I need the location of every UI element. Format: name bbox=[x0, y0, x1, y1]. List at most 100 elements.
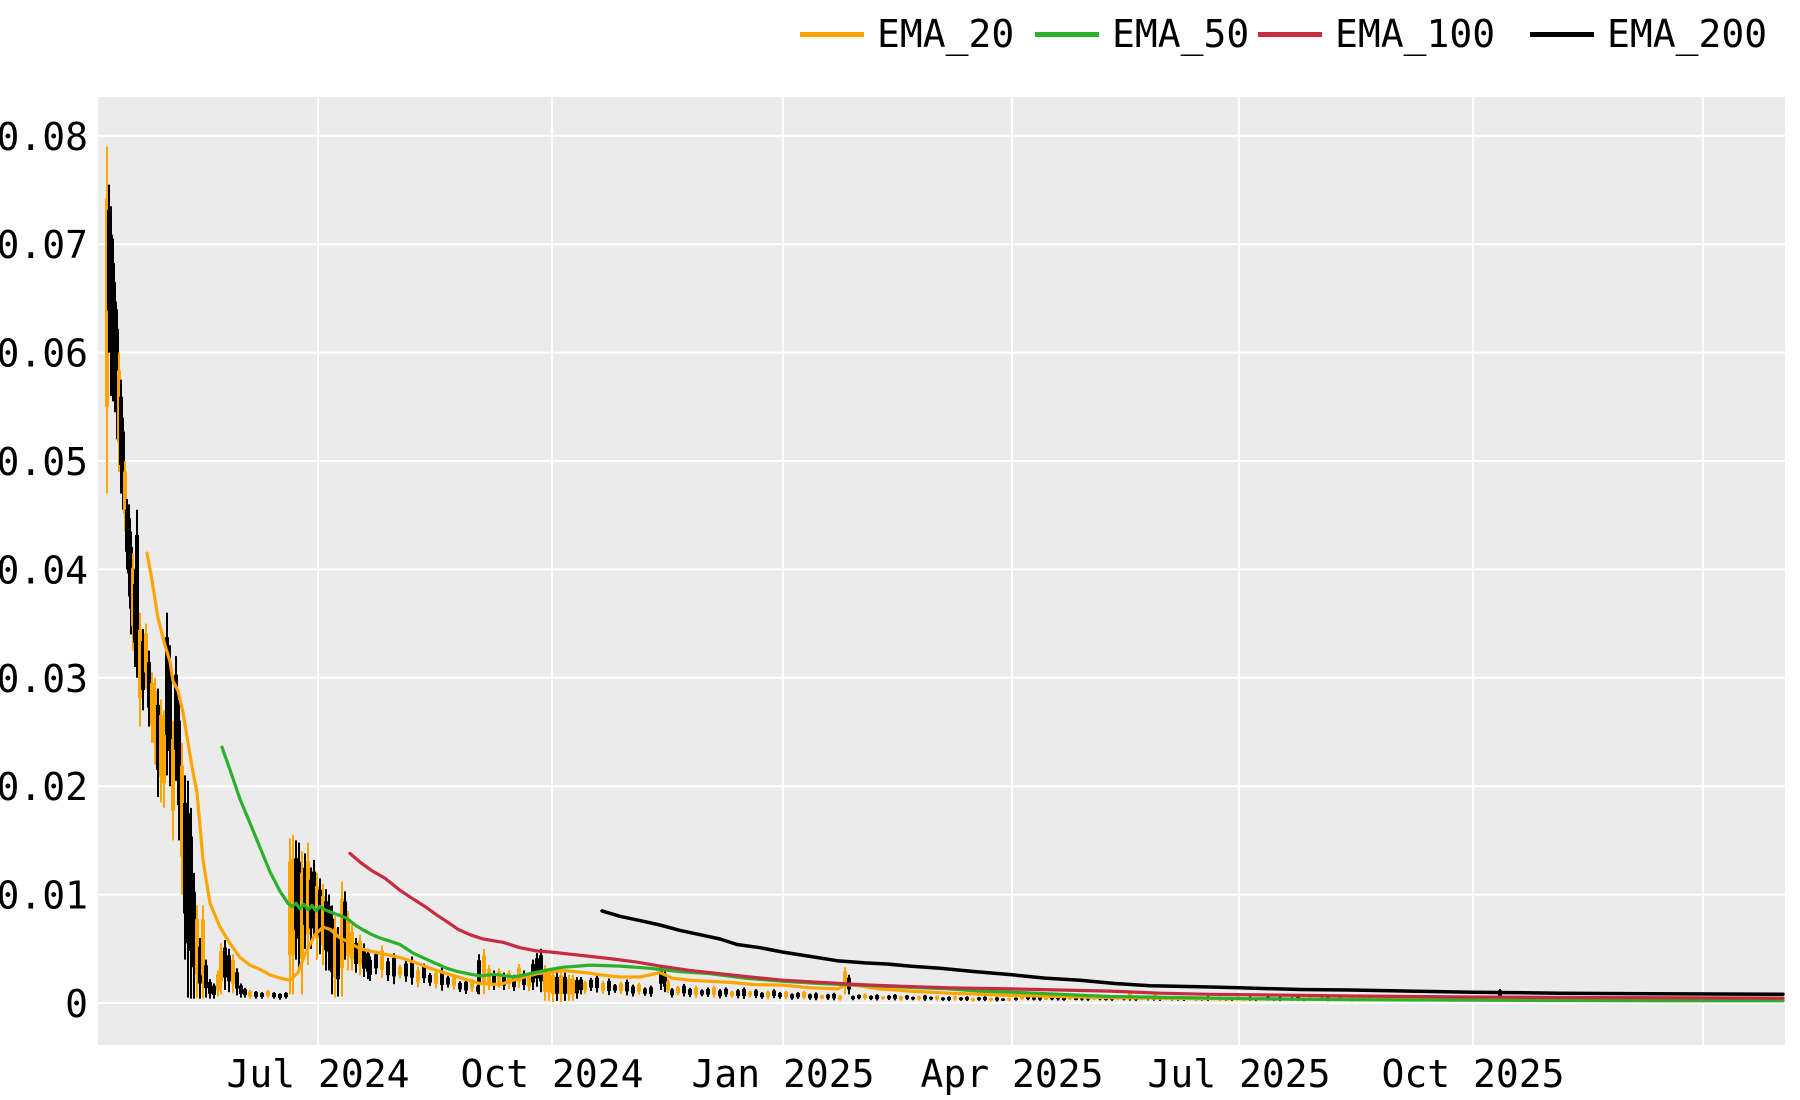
y-tick-label: 0 bbox=[65, 982, 88, 1026]
candle-body bbox=[198, 947, 202, 984]
candle-body bbox=[150, 682, 154, 726]
candle-body bbox=[953, 996, 957, 1000]
candle-body bbox=[392, 957, 396, 977]
ema-200-line bbox=[600, 909, 1785, 997]
candle-body bbox=[248, 991, 252, 997]
candle-body bbox=[204, 965, 208, 989]
candle-body bbox=[186, 813, 190, 944]
candle-body bbox=[875, 995, 879, 999]
x-tick-label: Oct 2025 bbox=[1381, 1052, 1564, 1096]
candle-body bbox=[272, 993, 276, 998]
candle-body bbox=[571, 978, 575, 995]
candle-body bbox=[235, 972, 239, 989]
candle-body bbox=[306, 860, 310, 935]
candle-body bbox=[607, 981, 611, 991]
x-tick-label: Jul 2024 bbox=[226, 1052, 409, 1096]
ema-50-line-swatch bbox=[1035, 31, 1099, 37]
candle-body bbox=[589, 979, 593, 988]
candle-body bbox=[278, 994, 282, 999]
candle-body bbox=[796, 993, 800, 998]
candle-body bbox=[724, 988, 728, 995]
candle-body bbox=[863, 994, 867, 999]
candle-body bbox=[784, 992, 788, 998]
candle-body bbox=[482, 955, 486, 983]
candle-body bbox=[911, 997, 915, 1000]
candle-body bbox=[959, 997, 963, 1000]
y-tick-label: 0.04 bbox=[0, 548, 88, 592]
candle-body bbox=[121, 431, 125, 487]
candle-body bbox=[119, 396, 123, 466]
candle-body bbox=[772, 990, 776, 996]
ema-20-line-swatch bbox=[800, 31, 864, 37]
y-tick-label: 0.03 bbox=[0, 657, 88, 701]
candle-body bbox=[330, 918, 334, 973]
candle-body bbox=[294, 858, 298, 930]
candle-body bbox=[380, 950, 384, 970]
candle-body bbox=[162, 724, 166, 784]
candle-body bbox=[507, 973, 511, 985]
candle-body bbox=[404, 963, 408, 977]
candle-body bbox=[832, 993, 836, 999]
candle-body bbox=[231, 960, 235, 984]
candle-body bbox=[333, 928, 337, 978]
candle-body bbox=[923, 995, 927, 1000]
legend-item-ema-200: EMA_200 bbox=[1530, 12, 1767, 56]
candle-body bbox=[559, 975, 563, 995]
candle-body bbox=[826, 994, 830, 999]
candle-body bbox=[748, 991, 752, 996]
candle-body bbox=[625, 981, 629, 992]
candle-body bbox=[312, 871, 316, 919]
candle-body bbox=[778, 993, 782, 998]
candle-body bbox=[219, 951, 223, 982]
candle-body bbox=[254, 992, 258, 997]
ema-200-line-swatch bbox=[1530, 31, 1594, 37]
candle-body bbox=[168, 666, 172, 751]
candle-body bbox=[1038, 996, 1042, 1000]
candle-body bbox=[1032, 997, 1036, 1000]
candle-body bbox=[300, 872, 304, 959]
candle-body bbox=[700, 990, 704, 995]
candle-body bbox=[165, 637, 169, 735]
candle-body bbox=[543, 970, 547, 992]
candle-body bbox=[947, 997, 951, 1000]
candle-body bbox=[742, 989, 746, 997]
candle-body bbox=[535, 958, 539, 979]
candle-body bbox=[663, 973, 667, 987]
candle-body bbox=[260, 993, 264, 998]
candle-body bbox=[386, 961, 390, 976]
candle-body bbox=[208, 982, 212, 994]
candle-body bbox=[941, 997, 945, 1000]
candle-body bbox=[318, 889, 322, 936]
candle-body bbox=[159, 714, 163, 777]
candle-body bbox=[917, 996, 921, 1000]
candle-body bbox=[189, 836, 193, 951]
y-tick-label: 0.08 bbox=[0, 115, 88, 159]
y-tick-label: 0.05 bbox=[0, 440, 88, 484]
candle-body bbox=[547, 973, 551, 993]
candle-body bbox=[555, 976, 559, 994]
candle-body bbox=[601, 982, 605, 991]
candle-body bbox=[362, 948, 366, 969]
candle-body bbox=[192, 891, 196, 968]
plot-area bbox=[98, 97, 1785, 1045]
candle-body bbox=[1044, 997, 1048, 1000]
legend-label: EMA_20 bbox=[877, 12, 1015, 56]
candle-body bbox=[434, 972, 438, 984]
candle-body bbox=[613, 985, 617, 991]
candle-body bbox=[440, 971, 444, 985]
candle-body bbox=[563, 976, 567, 994]
candle-body bbox=[138, 629, 142, 699]
candle-body bbox=[428, 974, 432, 983]
candle-body bbox=[340, 898, 344, 968]
candle-body bbox=[989, 998, 993, 1001]
candle-body bbox=[631, 986, 635, 994]
candle-body bbox=[802, 992, 806, 998]
candle-body bbox=[135, 534, 139, 636]
candle-body bbox=[303, 867, 307, 925]
candle-body bbox=[212, 985, 216, 995]
candle-body bbox=[446, 977, 450, 985]
candle-body bbox=[1128, 992, 1132, 998]
candle-body bbox=[147, 662, 151, 708]
